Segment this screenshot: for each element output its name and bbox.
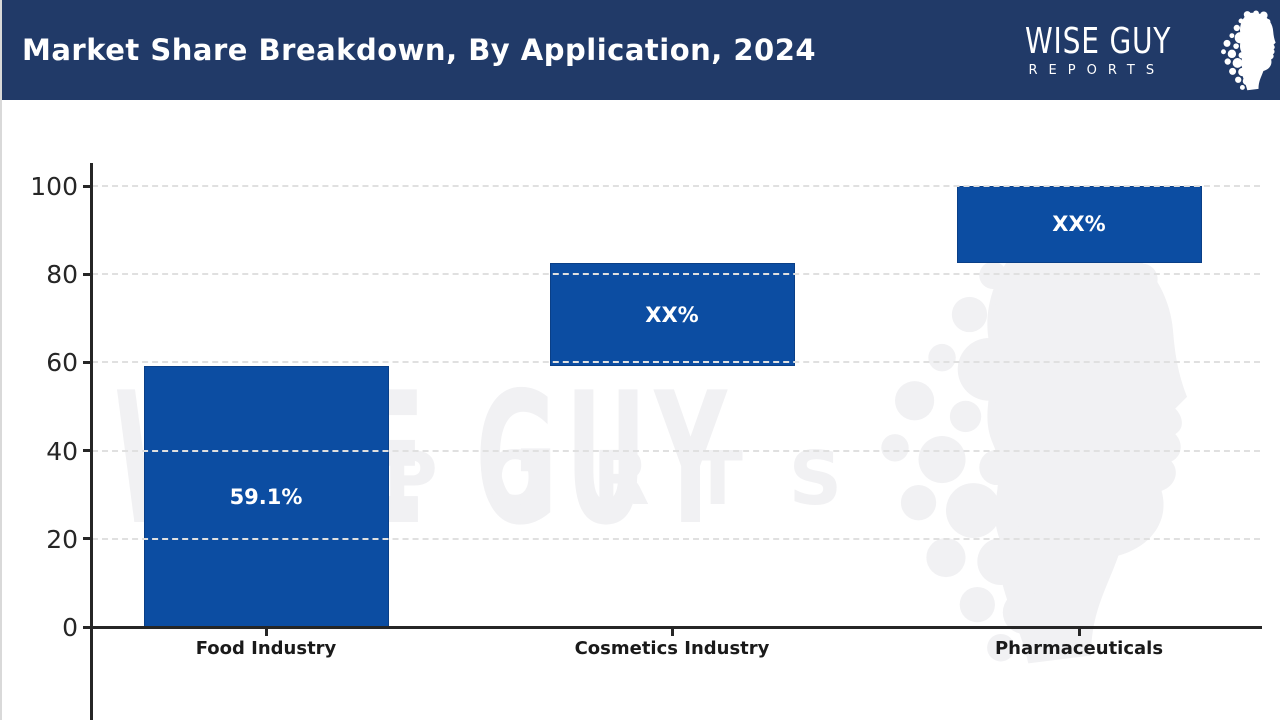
y-tick-mark [83,360,90,364]
logo-subtext: REPORTS [1028,62,1166,78]
gridline-20 [92,537,1260,540]
x-tick-mark [670,629,674,636]
wiseguy-logo: WISE GUY REPORTS [1025,6,1277,94]
plot-area: WISE GUY REPORTS 59.1% XX% XX% 0 20 40 60 80 10… [2,100,1280,720]
bar-value-label: XX% [1052,212,1106,237]
y-axis-line [90,163,93,720]
watermark-head-icon [797,212,1189,664]
y-tick-label: 60 [46,348,78,378]
gridline-80 [92,273,1260,276]
gridline-60 [92,361,1260,364]
bar-pharmaceuticals: XX% [956,186,1202,263]
bar-cosmetics-industry: XX% [549,262,795,367]
logo-head-icon [1206,9,1276,91]
x-tick-mark [1077,629,1081,636]
y-tick-label: 20 [46,524,78,554]
y-tick-label: 80 [46,260,78,290]
x-category-label: Pharmaceuticals [994,638,1164,659]
y-tick-label: 0 [62,613,78,642]
y-tick-mark [83,625,90,629]
bar-value-label: XX% [645,302,699,327]
gridline-40 [92,449,1260,452]
y-tick-mark [83,272,90,276]
y-tick-mark [83,449,90,453]
y-tick-label: 40 [46,436,78,466]
x-tick-mark [264,629,268,636]
header-bar: Market Share Breakdown, By Application, … [2,0,1280,100]
bar-food-industry: 59.1% [143,366,389,627]
bar-value-label: 59.1% [229,484,303,509]
gridline-100 [92,185,1260,187]
y-tick-mark [83,184,90,188]
y-tick-label: 100 [30,172,78,201]
x-category-label: Food Industry [195,638,337,659]
chart-title: Market Share Breakdown, By Application, … [22,33,817,67]
x-axis-line [90,626,1262,629]
x-category-label: Cosmetics Industry [574,638,770,659]
logo-wordmark: WISE GUY [1024,20,1171,62]
y-tick-mark [83,537,90,541]
